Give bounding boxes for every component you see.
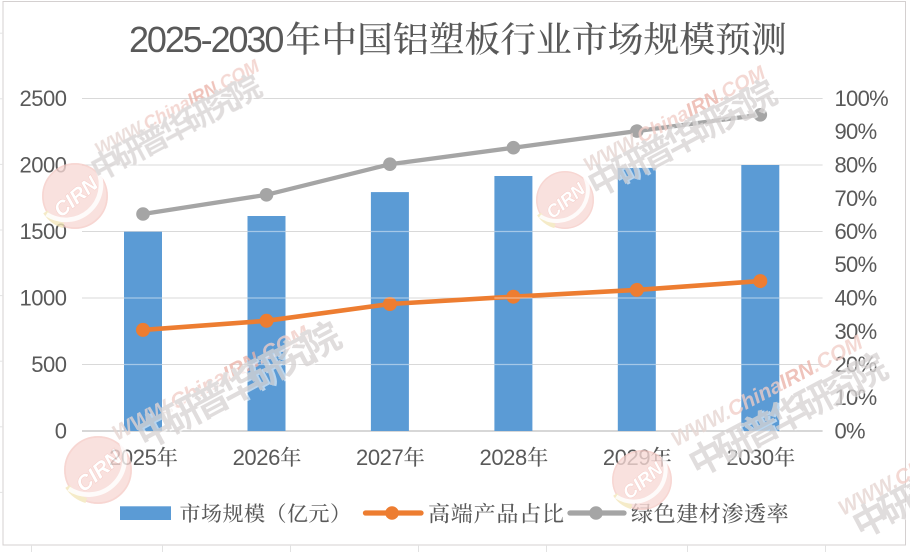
svg-text:80%: 80% [835, 153, 877, 178]
svg-text:2500: 2500 [20, 86, 67, 111]
svg-text:500: 500 [31, 352, 66, 377]
svg-text:2027: 2027 [356, 445, 404, 470]
svg-text:2025-2030: 2025-2030 [129, 19, 283, 60]
svg-text:90%: 90% [835, 119, 877, 144]
svg-text:0: 0 [55, 419, 67, 444]
svg-text:1000: 1000 [20, 286, 67, 311]
svg-text:50%: 50% [835, 252, 877, 277]
svg-text:30%: 30% [835, 319, 877, 344]
svg-text:2028: 2028 [480, 445, 528, 470]
svg-text:60%: 60% [835, 219, 877, 244]
svg-text:100%: 100% [835, 86, 889, 111]
svg-text:2026: 2026 [233, 445, 281, 470]
svg-text:70%: 70% [835, 186, 877, 211]
svg-text:40%: 40% [835, 286, 877, 311]
svg-text:0%: 0% [835, 419, 866, 444]
